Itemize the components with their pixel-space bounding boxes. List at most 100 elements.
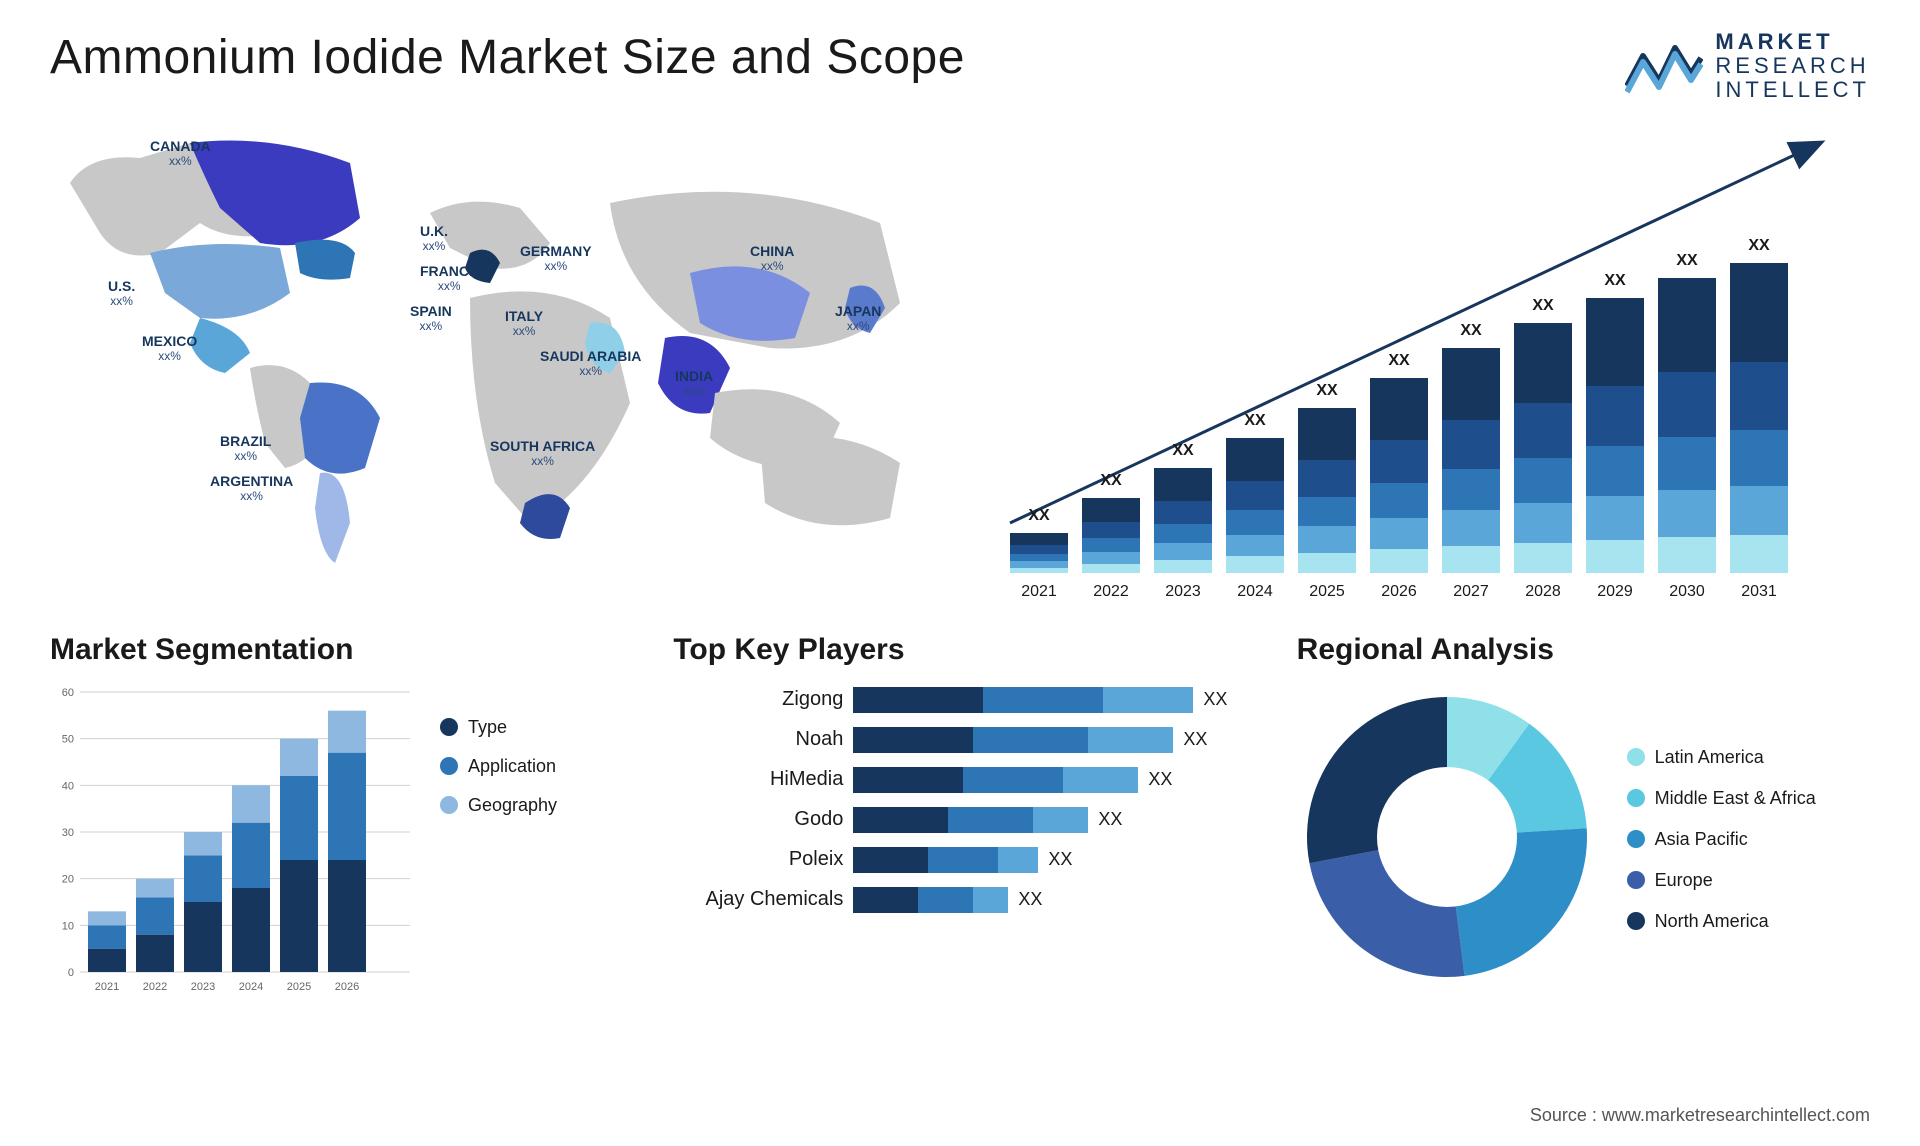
growth-bar-year: 2030 — [1658, 583, 1716, 601]
growth-bar-year: 2031 — [1730, 583, 1788, 601]
growth-bar: XX2024 — [1226, 438, 1284, 573]
player-row: Zigong XX — [673, 687, 1246, 713]
player-name: Godo — [673, 808, 843, 831]
svg-text:30: 30 — [62, 827, 74, 839]
svg-text:2022: 2022 — [143, 981, 167, 993]
player-row: Ajay ChemicalsXX — [673, 887, 1246, 913]
player-value: XX — [1148, 769, 1172, 790]
regional-donut — [1297, 687, 1597, 992]
growth-bar: XX2021 — [1010, 533, 1068, 573]
player-name: HiMedia — [673, 768, 843, 791]
segmentation-title: Market Segmentation — [50, 633, 623, 667]
segmentation-panel: Market Segmentation 0 10 20 30 40 50 60 2021 202… — [50, 633, 623, 1053]
segmentation-legend: TypeApplicationGeography — [440, 687, 557, 997]
svg-text:2025: 2025 — [287, 981, 311, 993]
growth-bar-year: 2027 — [1442, 583, 1500, 601]
player-name: Noah — [673, 728, 843, 751]
source-attribution: Source : www.marketresearchintellect.com — [1530, 1105, 1870, 1126]
players-panel: Top Key Players ZigongXXNoahXXHiMediaXXG… — [673, 633, 1246, 1053]
growth-bar: XX2027 — [1442, 348, 1500, 573]
growth-bar-value: XX — [1298, 382, 1356, 400]
svg-text:50: 50 — [62, 733, 74, 745]
growth-bar: XX2031 — [1730, 263, 1788, 573]
growth-bar-value: XX — [1730, 237, 1788, 255]
regional-panel: Regional Analysis Latin America Middle Ea… — [1297, 633, 1870, 1053]
player-name: Zigong — [673, 688, 843, 711]
logo-line-2: RESEARCH — [1715, 54, 1870, 78]
growth-bar-value: XX — [1658, 252, 1716, 270]
logo-line-1: MARKET — [1715, 30, 1870, 54]
player-row: Noah XX — [673, 727, 1246, 753]
header: Ammonium Iodide Market Size and Scope MA… — [50, 30, 1870, 103]
legend-item: Geography — [440, 795, 557, 816]
player-row: HiMedia XX — [673, 767, 1246, 793]
segmentation-bars: 0 10 20 30 40 50 60 2021 2022 2023 2024 2025 2026 — [50, 687, 410, 997]
map-label: MEXICOxx% — [142, 333, 197, 364]
growth-bar-value: XX — [1082, 472, 1140, 490]
legend-item: Latin America — [1627, 747, 1816, 768]
growth-bar: XX2022 — [1082, 498, 1140, 573]
svg-text:40: 40 — [62, 780, 74, 792]
player-row: Godo XX — [673, 807, 1246, 833]
map-label: JAPANxx% — [835, 303, 881, 334]
growth-bar-year: 2021 — [1010, 583, 1068, 601]
legend-item: Middle East & Africa — [1627, 788, 1816, 809]
growth-bar: XX2029 — [1586, 298, 1644, 573]
growth-bar-value: XX — [1514, 297, 1572, 315]
growth-bar-year: 2026 — [1370, 583, 1428, 601]
map-label: BRAZILxx% — [220, 433, 271, 464]
growth-bar-year: 2028 — [1514, 583, 1572, 601]
logo-text: MARKET RESEARCH INTELLECT — [1715, 30, 1870, 103]
page-title: Ammonium Iodide Market Size and Scope — [50, 30, 965, 85]
map-label: SPAINxx% — [410, 303, 452, 334]
svg-text:2024: 2024 — [239, 981, 263, 993]
map-label: ARGENTINAxx% — [210, 473, 293, 504]
player-value: XX — [1183, 729, 1207, 750]
player-row: Poleix XX — [673, 847, 1246, 873]
growth-bar-value: XX — [1010, 507, 1068, 525]
player-value: XX — [1048, 849, 1072, 870]
segmentation-chart: 0 10 20 30 40 50 60 2021 2022 2023 2024 2025 2026 Ty… — [50, 687, 623, 997]
svg-text:0: 0 — [68, 967, 74, 979]
legend-item: North America — [1627, 911, 1816, 932]
svg-text:20: 20 — [62, 873, 74, 885]
growth-bar: XX2023 — [1154, 468, 1212, 573]
map-label: U.S.xx% — [108, 278, 135, 309]
svg-text:2021: 2021 — [95, 981, 119, 993]
map-label: SAUDI ARABIAxx% — [540, 348, 641, 379]
growth-bar: XX2030 — [1658, 278, 1716, 573]
growth-bar-year: 2024 — [1226, 583, 1284, 601]
player-name: Poleix — [673, 848, 843, 871]
map-label: CANADAxx% — [150, 138, 211, 169]
growth-bar: XX2025 — [1298, 408, 1356, 573]
growth-bar: XX2026 — [1370, 378, 1428, 573]
svg-text:10: 10 — [62, 920, 74, 932]
map-label: U.K.xx% — [420, 223, 448, 254]
svg-text:2023: 2023 — [191, 981, 215, 993]
svg-text:2026: 2026 — [335, 981, 359, 993]
players-chart: Zigong XX Noah XX HiMedia XX Godo XX Poleix XX Aja… — [673, 687, 1246, 913]
player-name: Ajay Chemicals — [673, 888, 843, 911]
player-value: XX — [1098, 809, 1122, 830]
regional-title: Regional Analysis — [1297, 633, 1870, 667]
regional-chart: Latin America Middle East & Africa Asia Pa… — [1297, 687, 1870, 992]
map-label: CHINAxx% — [750, 243, 794, 274]
map-label: ITALYxx% — [505, 308, 543, 339]
top-row: CANADAxx% U.S.xx% MEXICOxx% BRAZILxx% ARGENT… — [50, 123, 1870, 603]
growth-chart-panel: XX2021XX2022XX2023XX2024XX2025XX2026XX20… — [980, 123, 1870, 603]
brand-logo: MARKET RESEARCH INTELLECT — [1625, 30, 1870, 103]
svg-text:60: 60 — [62, 687, 74, 699]
legend-item: Type — [440, 717, 557, 738]
growth-bar: XX2028 — [1514, 323, 1572, 573]
logo-line-3: INTELLECT — [1715, 78, 1870, 102]
bottom-row: Market Segmentation 0 10 20 30 40 50 60 2021 202… — [50, 633, 1870, 1053]
growth-bar-year: 2025 — [1298, 583, 1356, 601]
map-label: SOUTH AFRICAxx% — [490, 438, 595, 469]
legend-item: Asia Pacific — [1627, 829, 1816, 850]
growth-bar-year: 2023 — [1154, 583, 1212, 601]
map-label: FRANCExx% — [420, 263, 478, 294]
growth-bar-year: 2022 — [1082, 583, 1140, 601]
player-value: XX — [1203, 689, 1227, 710]
growth-bar-value: XX — [1154, 442, 1212, 460]
legend-item: Europe — [1627, 870, 1816, 891]
